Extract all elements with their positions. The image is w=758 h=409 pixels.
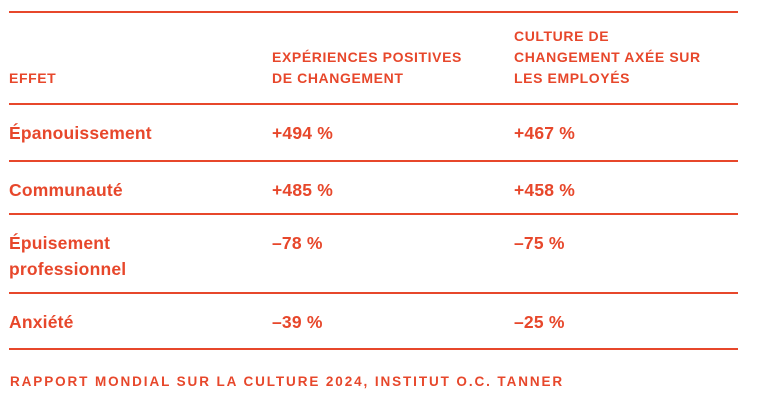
value-positive-change: +485 % [272,161,514,215]
table-row: Épanouissement +494 % +467 % [9,104,738,162]
value-employee-culture: –75 % [514,214,738,294]
value-employee-culture: +467 % [514,104,738,162]
value-positive-change: +494 % [272,104,514,162]
effect-label: Épanouissement [9,104,272,162]
value-employee-culture: –25 % [514,293,738,350]
value-positive-change: –78 % [272,214,514,294]
effect-label: Anxiété [9,293,272,350]
value-employee-culture: +458 % [514,161,738,215]
table-header-row: EFFET EXPÉRIENCES POSITIVES DE CHANGEMEN… [9,12,738,105]
table-row: Anxiété –39 % –25 % [9,293,738,350]
effect-label: Communauté [9,161,272,215]
table-row: Communauté +485 % +458 % [9,161,738,215]
value-positive-change: –39 % [272,293,514,350]
column-header-effect: EFFET [9,12,272,105]
table-container: EFFET EXPÉRIENCES POSITIVES DE CHANGEMEN… [9,11,738,350]
effects-table: EFFET EXPÉRIENCES POSITIVES DE CHANGEMEN… [9,11,738,350]
column-header-positive-change: EXPÉRIENCES POSITIVES DE CHANGEMENT [272,12,514,105]
table-row: Épuisement professionnel –78 % –75 % [9,214,738,294]
source-citation: RAPPORT MONDIAL SUR LA CULTURE 2024, INS… [10,374,565,389]
table-body: Épanouissement +494 % +467 % Communauté +485… [9,104,738,350]
effect-label: Épuisement professionnel [9,214,272,294]
column-header-employee-culture: CULTURE DE CHANGEMENT AXÉE SUR LES EMPLO… [514,12,738,105]
table-header: EFFET EXPÉRIENCES POSITIVES DE CHANGEMEN… [9,12,738,105]
